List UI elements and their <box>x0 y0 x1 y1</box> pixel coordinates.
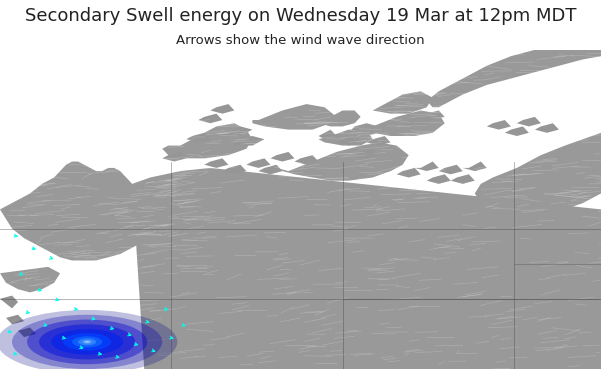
Polygon shape <box>270 142 409 181</box>
Polygon shape <box>361 110 445 136</box>
Text: Arrows show the wind wave direction: Arrows show the wind wave direction <box>176 34 425 47</box>
Polygon shape <box>0 296 18 308</box>
Ellipse shape <box>63 333 111 351</box>
Polygon shape <box>222 127 252 136</box>
Ellipse shape <box>85 341 89 343</box>
Polygon shape <box>439 165 463 174</box>
Polygon shape <box>132 168 601 369</box>
Polygon shape <box>18 328 36 337</box>
Polygon shape <box>451 174 475 184</box>
Ellipse shape <box>12 315 162 369</box>
Polygon shape <box>234 136 264 146</box>
Polygon shape <box>487 120 511 130</box>
Polygon shape <box>373 91 433 114</box>
Polygon shape <box>397 168 421 177</box>
Polygon shape <box>204 158 228 168</box>
Polygon shape <box>463 162 487 171</box>
Polygon shape <box>367 136 391 146</box>
Polygon shape <box>0 162 186 261</box>
Ellipse shape <box>51 329 123 355</box>
Polygon shape <box>258 165 282 174</box>
Ellipse shape <box>27 320 147 364</box>
Polygon shape <box>421 110 445 120</box>
Polygon shape <box>535 123 559 133</box>
Polygon shape <box>355 149 379 158</box>
Polygon shape <box>319 130 373 146</box>
Polygon shape <box>252 104 337 130</box>
Polygon shape <box>475 133 601 213</box>
Polygon shape <box>162 152 186 162</box>
Polygon shape <box>198 114 222 123</box>
Ellipse shape <box>39 324 135 359</box>
Polygon shape <box>319 130 337 139</box>
Polygon shape <box>162 123 252 158</box>
Polygon shape <box>294 155 319 165</box>
Polygon shape <box>210 104 234 114</box>
Ellipse shape <box>0 310 177 369</box>
Polygon shape <box>337 136 361 146</box>
Polygon shape <box>270 152 294 162</box>
Polygon shape <box>517 117 541 127</box>
Polygon shape <box>0 267 60 292</box>
Polygon shape <box>349 123 379 136</box>
Polygon shape <box>6 315 24 324</box>
Polygon shape <box>403 117 433 127</box>
Polygon shape <box>505 127 529 136</box>
Ellipse shape <box>72 336 102 348</box>
Polygon shape <box>319 110 361 127</box>
Ellipse shape <box>83 340 91 344</box>
Ellipse shape <box>78 338 96 345</box>
Polygon shape <box>415 162 439 171</box>
Polygon shape <box>246 158 270 168</box>
Polygon shape <box>186 133 210 142</box>
Polygon shape <box>427 174 451 184</box>
Text: Secondary Swell energy on Wednesday 19 Mar at 12pm MDT: Secondary Swell energy on Wednesday 19 M… <box>25 7 576 25</box>
Polygon shape <box>222 165 246 174</box>
Polygon shape <box>427 50 601 107</box>
